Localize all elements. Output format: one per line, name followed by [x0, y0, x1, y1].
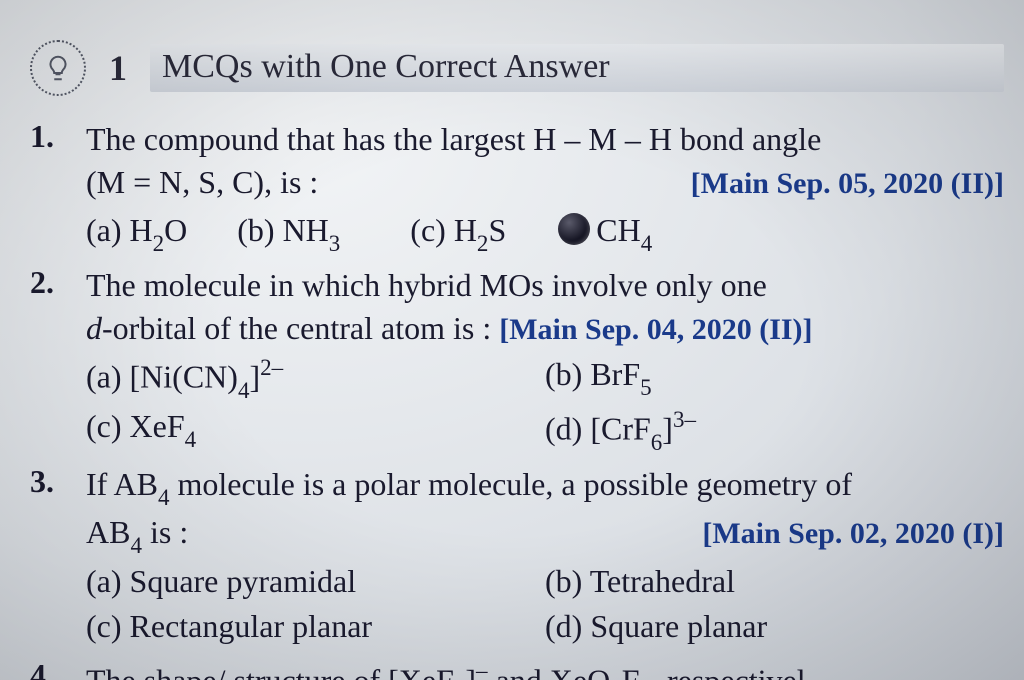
q3-number: 3.	[30, 463, 86, 500]
q3-opt-d[interactable]: (d) Square planar	[545, 605, 1004, 648]
q2-opt-b[interactable]: (b) BrF5	[545, 353, 1004, 403]
q3-body: If AB4 molecule is a polar molecule, a p…	[86, 463, 1004, 648]
q1-line1: The compound that has the largest H – M …	[86, 118, 1004, 161]
q1-opt-b[interactable]: (b) NH3	[237, 209, 340, 257]
question-3: 3. If AB4 molecule is a polar molecule, …	[30, 463, 1004, 648]
q2-opt-d[interactable]: (d) [CrF6]3–	[545, 405, 1004, 455]
bulb-icon	[30, 40, 86, 96]
section-title: MCQs with One Correct Answer	[150, 44, 1004, 92]
question-4: 4. The shape/ structure of [XeF5]– and X…	[30, 657, 1004, 680]
q1-number: 1.	[30, 118, 86, 155]
q4-line1: The shape/ structure of [XeF5]– and XeO3…	[86, 657, 1004, 680]
q3-source: [Main Sep. 02, 2020 (I)]	[702, 514, 1004, 555]
q1-line2-text: (M = N, S, C), is :	[86, 161, 318, 204]
q3-line2: AB4 is : [Main Sep. 02, 2020 (I)]	[86, 511, 1004, 559]
q1-body: The compound that has the largest H – M …	[86, 118, 1004, 256]
question-2: 2. The molecule in which hybrid MOs invo…	[30, 264, 1004, 455]
q2-opt-a[interactable]: (a) [Ni(CN)4]2–	[86, 353, 545, 403]
q2-body: The molecule in which hybrid MOs involve…	[86, 264, 1004, 455]
q2-line1: The molecule in which hybrid MOs involve…	[86, 264, 1004, 307]
question-1: 1. The compound that has the largest H –…	[30, 118, 1004, 256]
section-number: 1	[100, 47, 136, 89]
q3-opt-a[interactable]: (a) Square pyramidal	[86, 560, 545, 603]
q3-opt-c[interactable]: (c) Rectangular planar	[86, 605, 545, 648]
q1-opt-a[interactable]: (a) H2O	[86, 209, 187, 257]
q3-options: (a) Square pyramidal (b) Tetrahedral (c)…	[86, 560, 1004, 648]
q3-line2-text: AB4 is :	[86, 511, 188, 559]
q3-line1: If AB4 molecule is a polar molecule, a p…	[86, 463, 1004, 511]
q2-source: [Main Sep. 04, 2020 (II)]	[499, 313, 812, 346]
q1-source: [Main Sep. 05, 2020 (II)]	[691, 164, 1004, 205]
q4-body: The shape/ structure of [XeF5]– and XeO3…	[86, 657, 1004, 680]
q1-opt-c[interactable]: (c) H2S	[410, 209, 506, 257]
answer-marker-icon	[558, 213, 590, 245]
q1-line2: (M = N, S, C), is : [Main Sep. 05, 2020 …	[86, 161, 1004, 205]
q3-opt-b[interactable]: (b) Tetrahedral	[545, 560, 1004, 603]
q4-number: 4.	[30, 657, 86, 680]
q2-number: 2.	[30, 264, 86, 301]
q2-opt-c[interactable]: (c) XeF4	[86, 405, 545, 455]
section-header: 1 MCQs with One Correct Answer	[30, 40, 1004, 96]
q1-opt-d[interactable]: CH4	[556, 209, 652, 257]
q2-options: (a) [Ni(CN)4]2– (b) BrF5 (c) XeF4 (d) [C…	[86, 353, 1004, 455]
q2-line2: d-orbital of the central atom is : [Main…	[86, 307, 1004, 351]
page: 1 MCQs with One Correct Answer 1. The co…	[0, 0, 1024, 680]
q1-options: (a) H2O (b) NH3 (c) H2S CH4	[86, 209, 1004, 257]
